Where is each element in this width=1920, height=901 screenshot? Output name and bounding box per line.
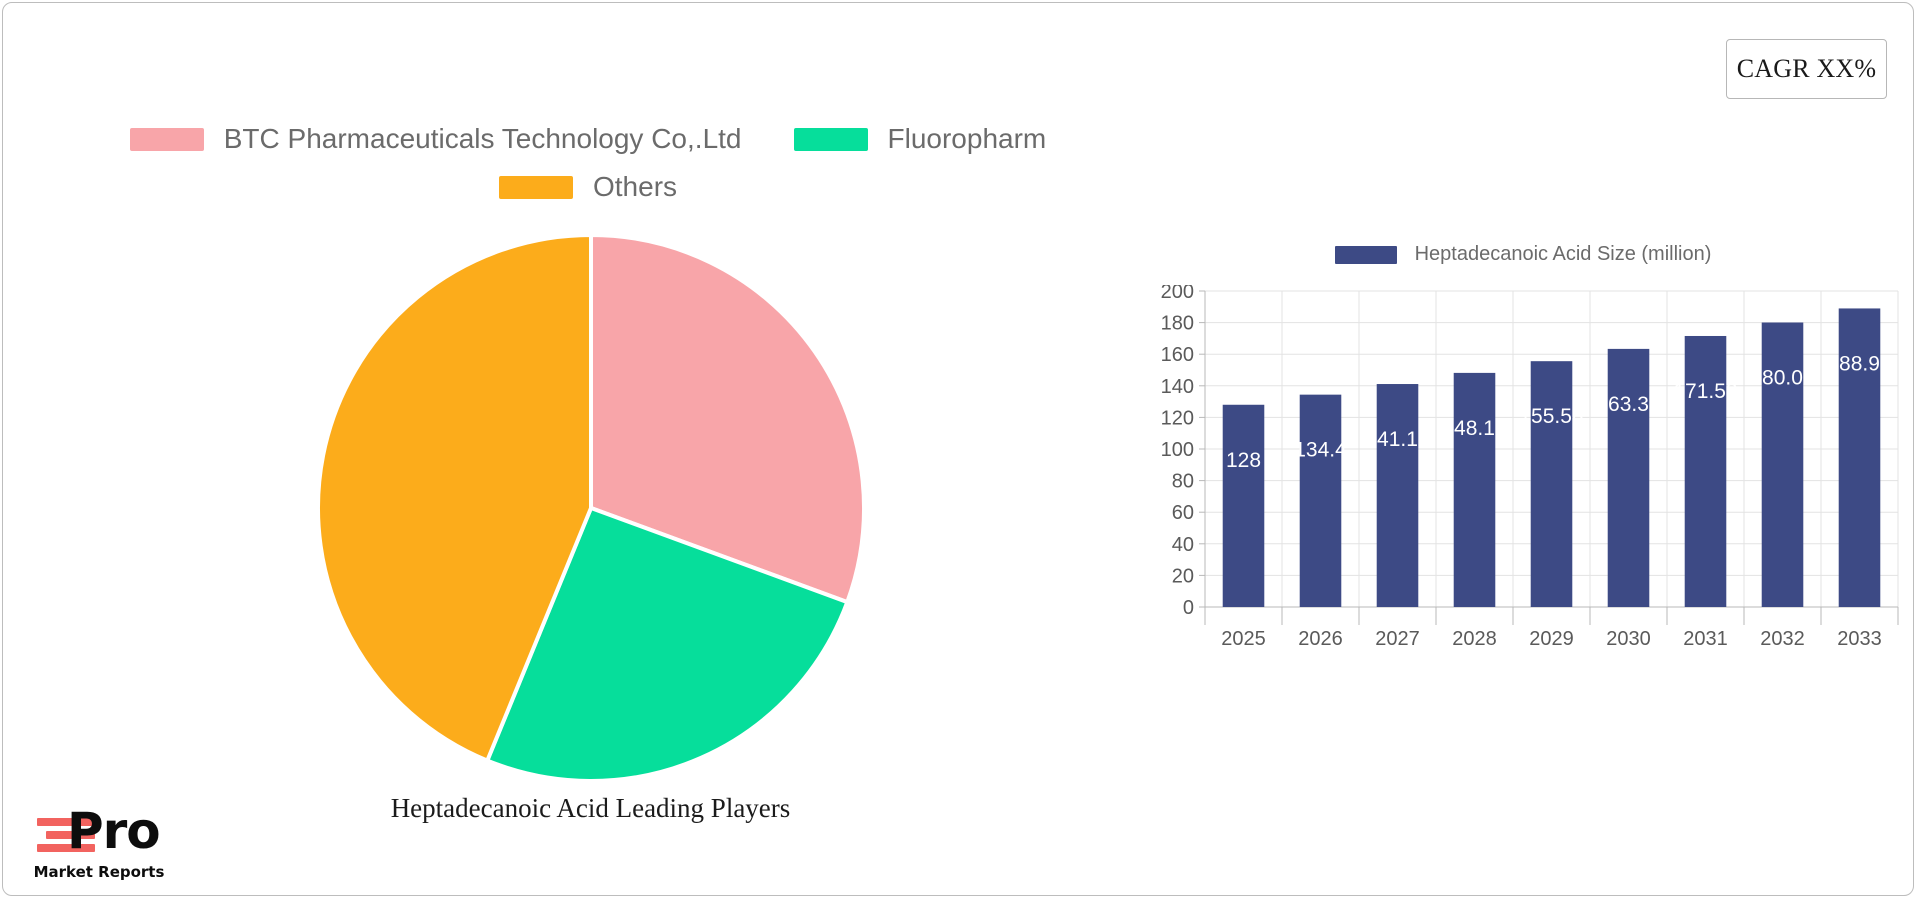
- bar-value-label: 128: [1226, 449, 1261, 472]
- y-axis-tick-label: 20: [1172, 565, 1194, 587]
- x-axis-tick-label: 2026: [1298, 628, 1343, 650]
- bar-legend-label: Heptadecanoic Acid Size (million): [1414, 243, 1712, 265]
- y-axis-tick-label: 180: [1161, 313, 1194, 335]
- pie-legend-label: Fluoropharm: [887, 123, 1047, 154]
- y-axis-tick-label: 40: [1172, 534, 1194, 556]
- bar-value-label: 141.12: [1365, 428, 1429, 451]
- legend-swatch-icon: [1334, 245, 1397, 264]
- x-axis-tick-label: 2033: [1837, 628, 1882, 650]
- pie-chart-title: Heptadecanoic Acid Leading Players: [390, 793, 791, 823]
- logo-mark-icon: Pro: [29, 806, 169, 861]
- pie-legend: BTC Pharmaceuticals Technology Co,.Ltd F…: [3, 123, 1173, 203]
- pie-slice[interactable]: [484, 505, 850, 781]
- y-axis-tick-label: 160: [1161, 344, 1194, 366]
- pie-legend-item-fluoropharm[interactable]: Fluoropharm: [793, 123, 1047, 155]
- y-axis-tick-label: 200: [1161, 285, 1194, 303]
- x-axis-tick-label: 2028: [1452, 628, 1497, 650]
- x-axis-tick-label: 2029: [1529, 628, 1574, 650]
- pie-chart: [318, 235, 864, 781]
- pie-legend-item-btc[interactable]: BTC Pharmaceuticals Technology Co,.Ltd: [129, 123, 742, 155]
- legend-swatch-icon: [129, 127, 204, 151]
- bar[interactable]: [1530, 361, 1573, 607]
- pie-slice[interactable]: [318, 235, 593, 764]
- bar[interactable]: [1222, 404, 1265, 607]
- legend-swatch-icon: [793, 127, 868, 151]
- bar[interactable]: [1684, 335, 1727, 607]
- logo-stripe-icon: [37, 818, 95, 826]
- bar-chart-svg: 0 20 40 60 80 100 120 140 160 180 200 128 2025 134.4 2…: [1161, 285, 1899, 650]
- logo-wordmark: Pro: [67, 802, 161, 860]
- bar-value-label: 171.53: [1673, 380, 1737, 403]
- logo-tagline: Market Reports: [33, 863, 165, 881]
- cagr-badge: CAGR XX%: [1726, 39, 1887, 99]
- bar-value-label: 188.96: [1827, 352, 1891, 375]
- x-axis-tick-label: 2032: [1760, 628, 1805, 650]
- pie-legend-row: Others: [3, 171, 1173, 203]
- brand-logo: Pro Market Reports: [29, 806, 169, 883]
- bar-chart: Heptadecanoic Acid Size (million) 0 20 40 6…: [1143, 243, 1903, 673]
- y-axis-tick-label: 120: [1161, 407, 1194, 429]
- bar[interactable]: [1453, 372, 1496, 607]
- y-axis-tick-label: 0: [1183, 597, 1194, 619]
- x-axis-tick-label: 2031: [1683, 628, 1728, 650]
- y-axis-tick-label: 60: [1172, 502, 1194, 524]
- pie-legend-item-others[interactable]: Others: [498, 171, 678, 203]
- logo-stripe-icon: [46, 831, 95, 839]
- bar-chart-legend[interactable]: Heptadecanoic Acid Size (million): [1143, 243, 1903, 266]
- pie-legend-row: BTC Pharmaceuticals Technology Co,.Ltd F…: [3, 123, 1173, 155]
- y-axis-tick-label: 80: [1172, 471, 1194, 493]
- pie-slice[interactable]: [589, 235, 864, 605]
- y-axis-tick-label: 140: [1161, 376, 1194, 398]
- logo-stripe-icon: [37, 844, 95, 852]
- pie-chart-svg: [318, 235, 864, 781]
- bar-value-label: 180.06: [1750, 367, 1814, 390]
- bar[interactable]: [1607, 348, 1650, 607]
- bar-value-label: 148.17: [1442, 417, 1506, 440]
- x-axis-tick-label: 2027: [1375, 628, 1420, 650]
- bar[interactable]: [1838, 308, 1881, 607]
- y-axis-tick-label: 100: [1161, 439, 1194, 461]
- legend-swatch-icon: [498, 175, 573, 199]
- x-axis-tick-label: 2025: [1221, 628, 1266, 650]
- pie-legend-label: Others: [592, 171, 678, 202]
- bar[interactable]: [1376, 384, 1419, 607]
- bar-value-label: 134.4: [1294, 439, 1347, 462]
- bar-value-label: 163.36: [1596, 393, 1660, 416]
- bar-value-label: 155.58: [1519, 405, 1583, 428]
- bar[interactable]: [1299, 394, 1342, 607]
- pie-legend-label: BTC Pharmaceuticals Technology Co,.Ltd: [223, 123, 742, 154]
- x-axis-tick-label: 2030: [1606, 628, 1651, 650]
- bar[interactable]: [1761, 322, 1804, 607]
